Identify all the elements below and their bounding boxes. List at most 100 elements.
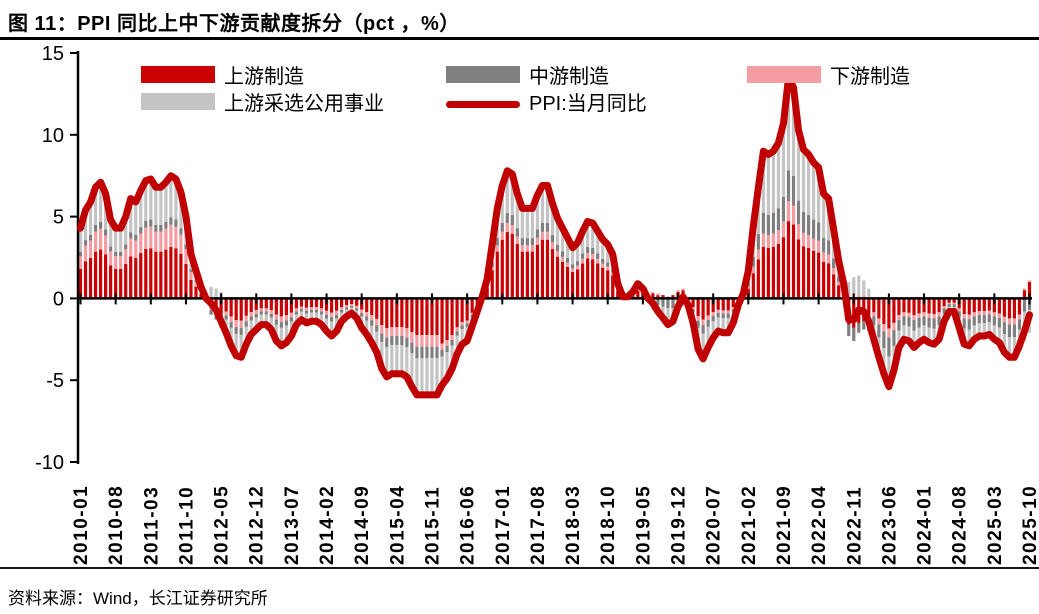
bar-segment [83,240,88,246]
bar-segment [159,231,163,252]
bar-segment [139,190,143,228]
bar-segment [1002,322,1006,335]
bar-segment [450,334,454,340]
bar-segment [234,298,238,321]
bar-segment [997,327,1001,343]
bar-segment [284,315,288,321]
bar-segment [897,320,901,331]
bar-segment [570,247,575,265]
bar-segment [304,313,309,323]
bar-segment [279,298,283,317]
y-axis-tick-label: -10 [35,452,64,474]
bar-segment [355,298,359,306]
bar-segment [259,298,263,309]
bar-segment [972,312,976,317]
bar-segment [897,315,901,320]
bar-segment [726,298,730,311]
bar-segment [967,314,971,320]
bar-segment [570,268,575,273]
bar-segment [510,233,514,299]
bar-segment [761,246,765,299]
bar-segment [299,306,304,310]
bar-segment [706,315,710,320]
bar-segment [606,266,610,271]
bar-segment [555,244,560,252]
bar-segment [751,256,755,267]
bar-segment [977,323,981,337]
bar-segment [776,208,781,231]
bar-segment [314,309,319,313]
bar-segment [731,306,735,310]
bar-segment [530,251,535,299]
bar-segment [837,285,841,299]
bar-segment [485,288,489,299]
bar-segment [324,310,329,315]
bar-segment [751,273,755,299]
bar-segment [917,317,921,328]
bar-segment [882,331,886,349]
bar-segment [304,310,309,314]
bar-segment [345,298,349,306]
bar-segment [244,298,248,316]
bar-segment [796,224,801,240]
bar-segment [274,319,278,325]
bar-segment [711,298,715,313]
bar-segment [591,259,595,299]
bar-segment [244,321,248,327]
bar-segment [902,325,906,340]
bar-segment [806,248,811,299]
bar-segment [586,246,590,254]
bar-segment [942,298,946,307]
bar-segment [1017,298,1022,315]
bar-segment [706,320,710,327]
bar-segment [119,256,123,269]
bar-segment [570,272,575,299]
bar-segment [1007,298,1012,319]
bar-segment [505,212,509,224]
bar-segment [104,254,108,299]
bar-segment [355,308,359,311]
bar-segment [350,305,354,308]
bar-segment [947,298,951,303]
bar-segment [294,308,299,312]
bar-segment [435,346,439,359]
bar-segment [314,307,319,310]
bar-segment [656,298,660,305]
bar-segment [78,228,83,252]
bar-segment [882,298,886,324]
bar-segment [309,312,314,322]
bar-segment [445,298,449,341]
bar-segment [179,253,183,299]
bar-segment [249,320,253,335]
bar-segment [671,298,675,309]
bar-segment [274,298,278,315]
bar-segment [651,293,655,299]
bar-segment [917,327,921,343]
bar-segment [801,149,806,213]
bar-segment [93,231,98,252]
bar-segment [284,298,288,316]
bar-segment [942,308,946,314]
bar-segment [98,228,103,250]
bar-segment [83,210,88,241]
bar-segment [1012,324,1017,338]
bar-segment [947,304,951,308]
bar-segment [927,317,931,328]
bar-segment [967,319,971,330]
bar-segment [109,246,113,252]
bar-segment [857,295,861,299]
bar-segment [907,298,911,313]
bar-segment [460,298,464,323]
bar-segment [334,298,339,311]
bar-segment [149,178,153,220]
bar-segment [93,187,98,225]
bar-segment [430,346,434,359]
bar-segment [982,314,986,324]
bar-segment [1022,298,1027,312]
bar-segment [164,228,168,250]
bar-segment [932,313,936,319]
bar-segment [515,228,519,237]
bar-segment [651,291,655,294]
bar-segment [445,352,449,379]
bar-segment [520,245,524,252]
